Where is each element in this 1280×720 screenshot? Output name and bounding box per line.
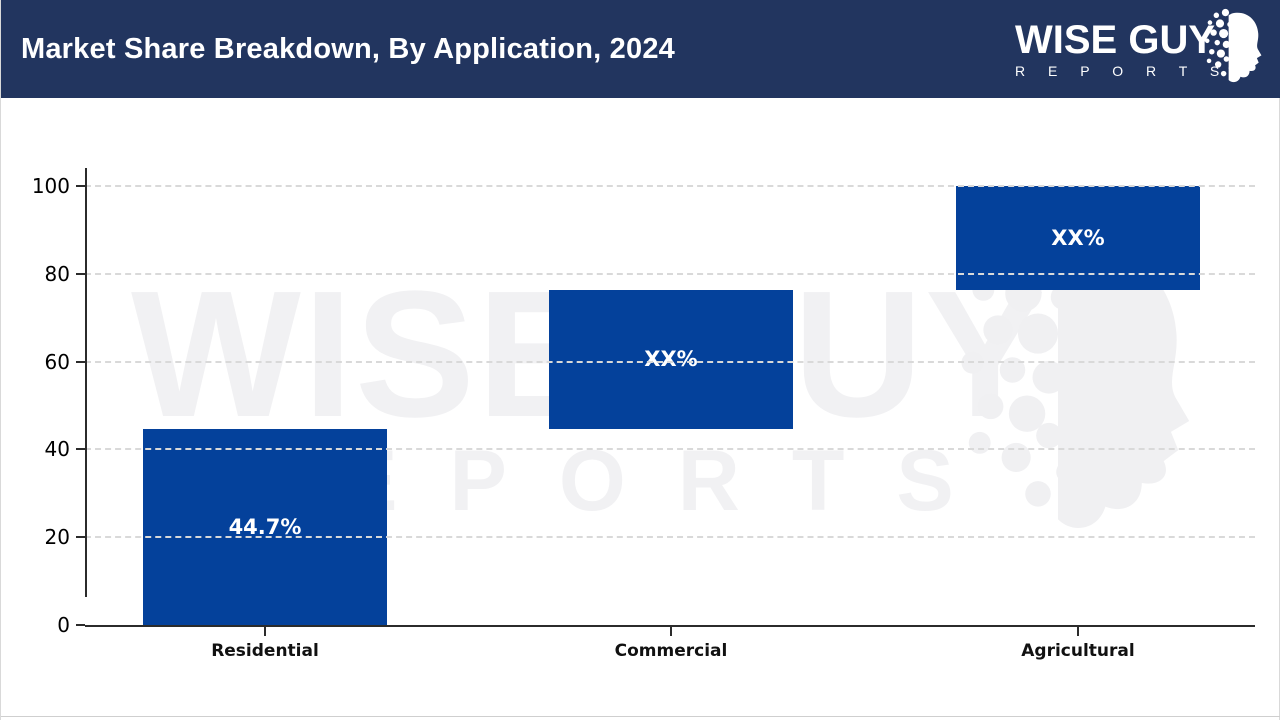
y-tick-label-60: 60 — [44, 349, 70, 374]
bar-value-label-commercial: XX% — [644, 347, 698, 372]
gridline-80 — [85, 272, 1255, 275]
chart-area: 0 20 40 60 80 100 44.7% XX% XX% Residential Comm… — [1, 98, 1280, 716]
gridline-100 — [85, 185, 1255, 187]
logo-text: WISE GUY R E P O R T S — [1015, 17, 1229, 79]
x-tick-label-residential: Residential — [211, 641, 319, 661]
y-tick-label-0: 0 — [57, 613, 70, 637]
y-tick-label-40: 40 — [44, 437, 70, 462]
page-title: Market Share Breakdown, By Application, … — [21, 32, 675, 65]
y-tick-label-80: 80 — [44, 261, 70, 286]
x-tick-residential — [264, 627, 266, 636]
y-tick-label-20: 20 — [44, 525, 70, 550]
x-tick-label-agricultural: Agricultural — [1021, 641, 1135, 661]
y-axis-line — [85, 168, 87, 597]
logo-face-icon — [1204, 8, 1262, 83]
y-tick-20 — [76, 536, 85, 539]
y-tick-40 — [76, 448, 85, 451]
gridline-40 — [85, 448, 1255, 451]
y-tick-0 — [76, 624, 85, 626]
x-tick-agricultural — [1077, 627, 1079, 636]
bar-residential: 44.7% — [143, 428, 387, 625]
header-bar: Market Share Breakdown, By Application, … — [1, 0, 1280, 98]
gridline-60 — [85, 360, 1255, 363]
x-axis-line — [85, 625, 1255, 627]
logo-wordmark: WISE GUY — [1015, 17, 1216, 62]
logo-subtext: R E P O R T S — [1015, 62, 1229, 79]
y-tick-80 — [76, 272, 85, 275]
x-tick-commercial — [670, 627, 672, 636]
x-tick-label-commercial: Commercial — [614, 641, 728, 661]
gridline-20 — [85, 536, 1255, 539]
y-tick-60 — [76, 360, 85, 363]
bar-value-label-residential: 44.7% — [228, 514, 302, 539]
bottom-border-line — [1, 716, 1280, 717]
bar-commercial: XX% — [549, 289, 793, 429]
y-tick-100 — [76, 185, 85, 187]
y-tick-label-100: 100 — [31, 174, 70, 198]
wise-guy-reports-logo: WISE GUY R E P O R T S — [1015, 8, 1267, 90]
